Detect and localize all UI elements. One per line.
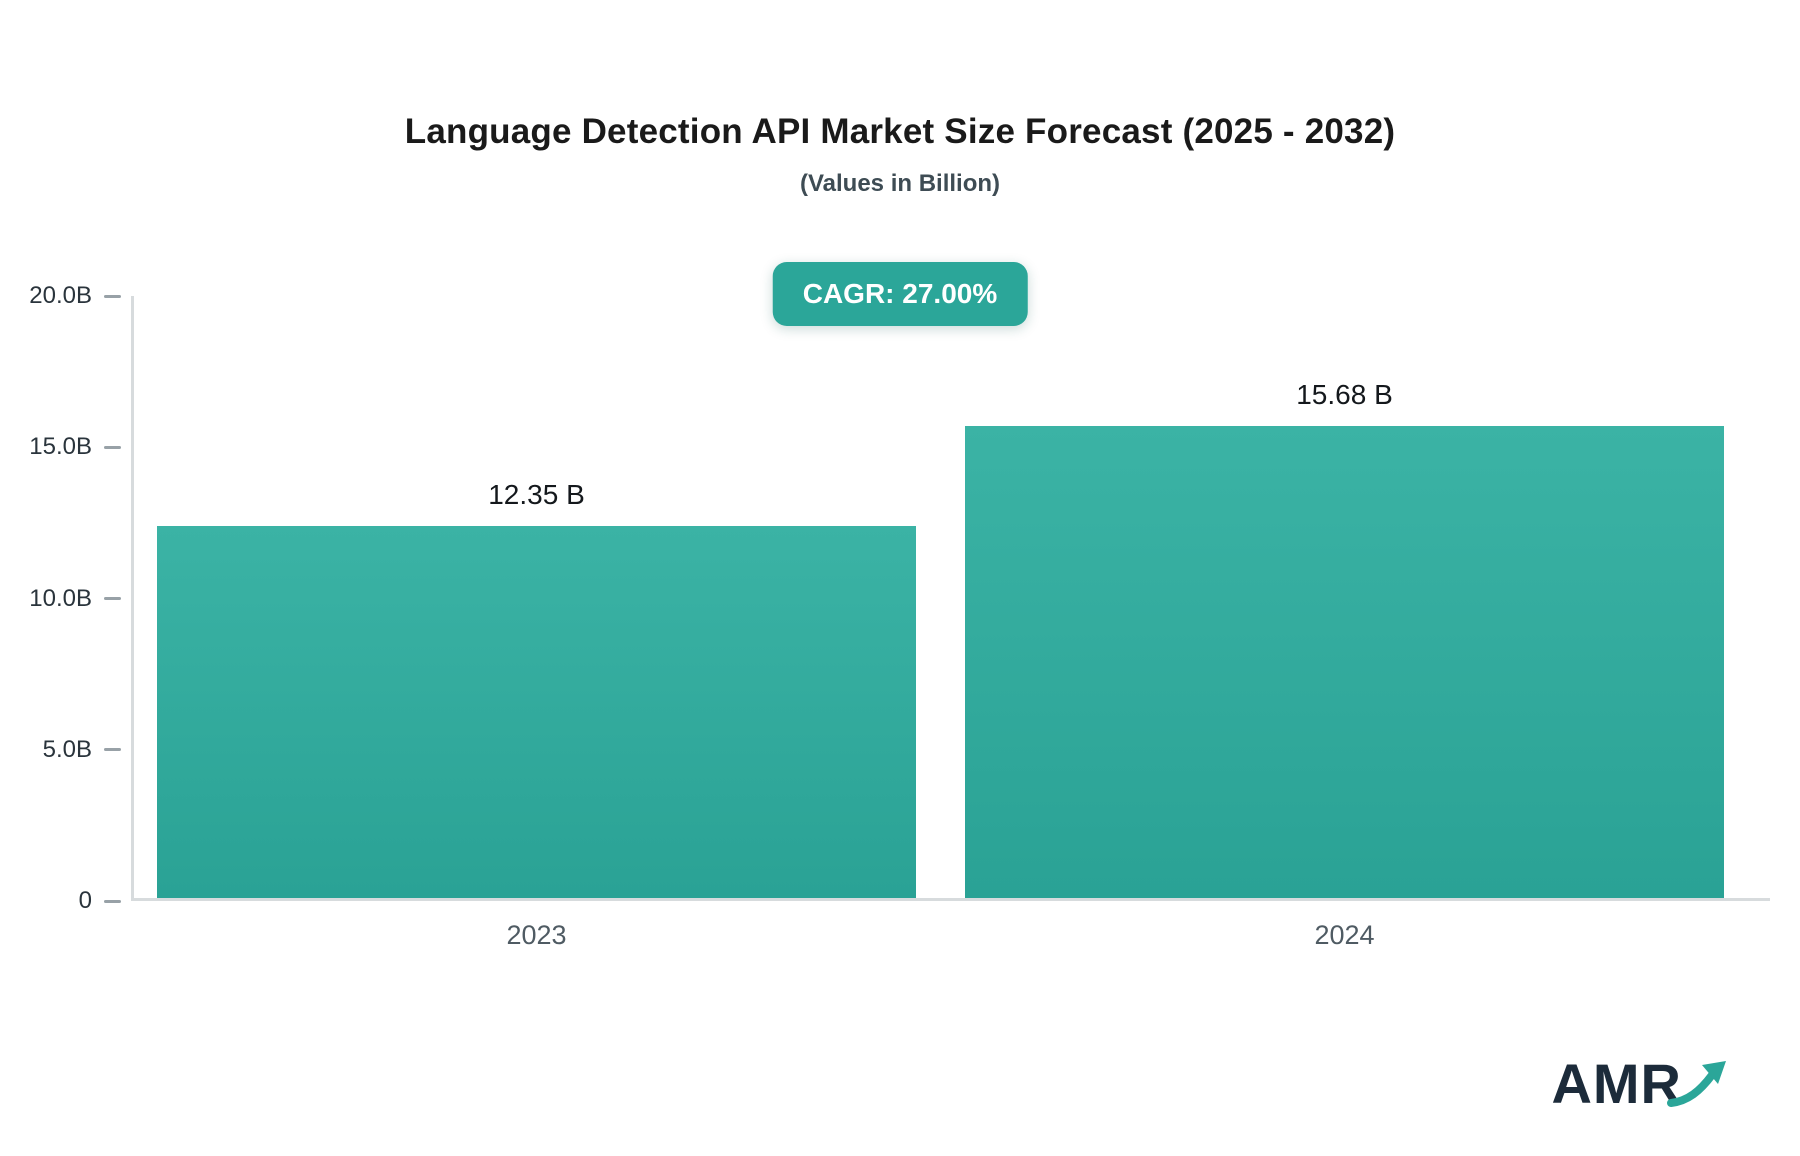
y-tick-label: 20.0B	[29, 282, 92, 309]
y-tick: 20.0B	[0, 282, 131, 310]
chart-title: Language Detection API Market Size Forec…	[404, 112, 1396, 151]
x-axis-label: 2023	[506, 920, 567, 950]
bar-value-label: 12.35 B	[488, 479, 585, 511]
y-tick: 15.0B	[0, 433, 131, 461]
bar-value-label: 15.68 B	[1296, 379, 1393, 411]
y-tick-mark	[104, 748, 121, 752]
x-axis-labels: 2023 2024	[134, 920, 1770, 951]
y-tick-label: 15.0B	[29, 433, 92, 461]
y-tick-label: 10.0B	[29, 584, 92, 612]
y-tick-mark	[104, 597, 121, 600]
y-tick: 10.0B	[0, 585, 131, 613]
trend-up-arrow-icon	[1666, 1059, 1728, 1114]
bar-2024: 15.68 B	[965, 296, 1724, 898]
chart-subtitle: (Values in Billion)	[799, 170, 1001, 197]
y-tick-label: 5.0B	[42, 735, 92, 763]
y-tick-mark	[104, 294, 121, 298]
bar-rect	[157, 526, 916, 898]
y-tick-mark	[104, 899, 121, 903]
cagr-badge: CAGR: 27.00%	[772, 262, 1028, 326]
y-tick: 5.0B	[0, 736, 131, 764]
bar-rect	[965, 426, 1724, 898]
bars-container: 12.35 B 15.68 B	[134, 296, 1770, 898]
y-axis: 20.0B 15.0B 10.0B 5.0B 0	[0, 282, 131, 914]
bar-chart-plot-area: 12.35 B 15.68 B 2023 2024	[131, 296, 1770, 950]
bar-2023: 12.35 B	[157, 296, 916, 898]
amr-logo: AMR	[1551, 1051, 1728, 1116]
y-tick-label: 0	[78, 887, 92, 914]
y-tick-mark	[104, 445, 121, 449]
y-tick: 0	[0, 887, 131, 915]
x-axis-label: 2024	[1314, 920, 1375, 950]
amr-logo-text: AMR	[1551, 1052, 1682, 1115]
